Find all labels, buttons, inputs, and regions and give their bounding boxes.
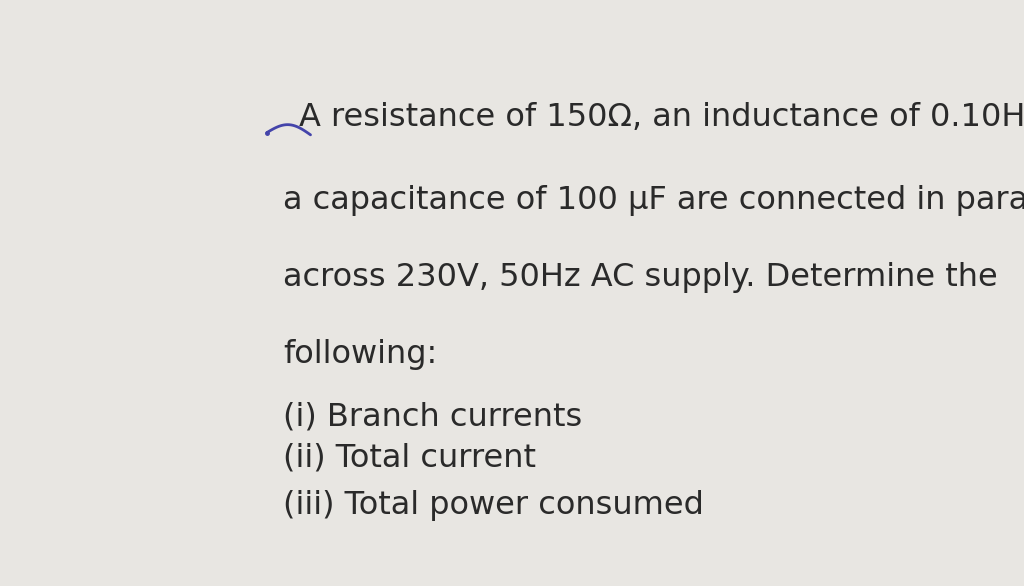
Text: following:: following: [283, 339, 437, 370]
Text: a capacitance of 100 μF are connected in parallel: a capacitance of 100 μF are connected in… [283, 185, 1024, 216]
Text: (iii) Total power consumed: (iii) Total power consumed [283, 490, 703, 521]
Text: A resistance of 150Ω, an inductance of 0.10H and: A resistance of 150Ω, an inductance of 0… [299, 102, 1024, 133]
Text: (i) Branch currents: (i) Branch currents [283, 402, 582, 433]
Text: across 230V, 50Hz AC supply. Determine the: across 230V, 50Hz AC supply. Determine t… [283, 262, 997, 293]
Text: (ii) Total current: (ii) Total current [283, 442, 536, 473]
